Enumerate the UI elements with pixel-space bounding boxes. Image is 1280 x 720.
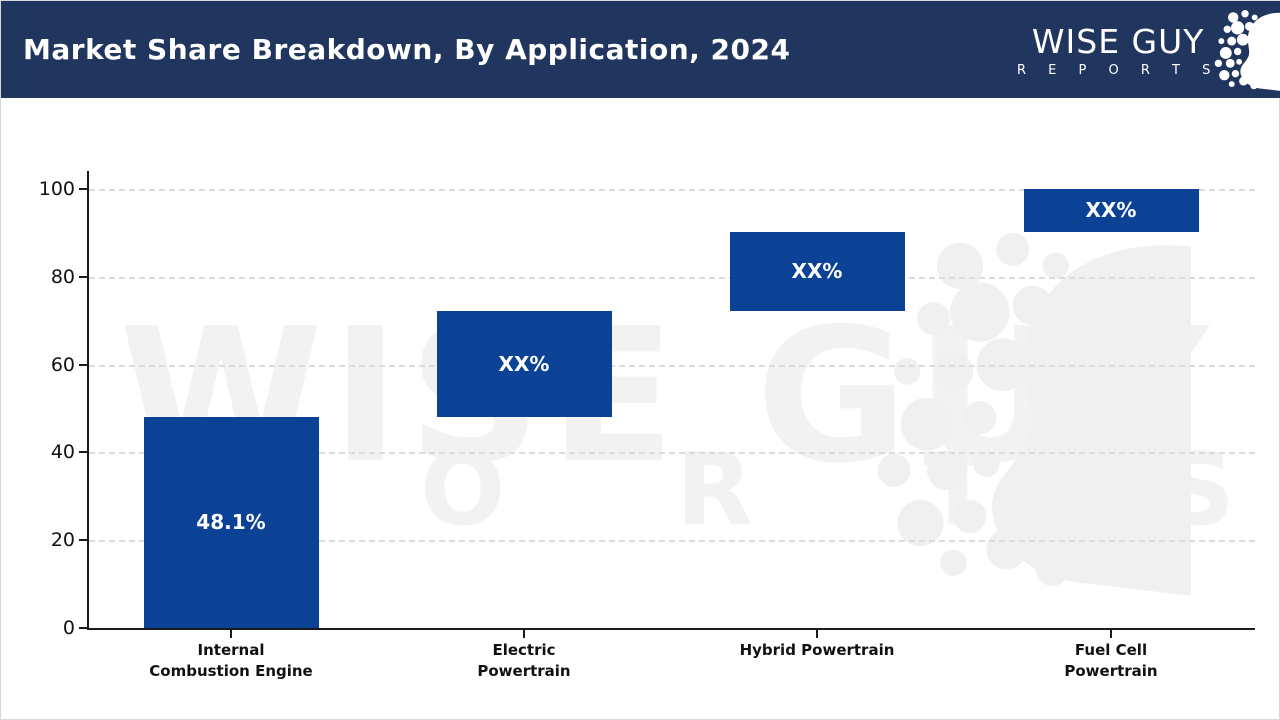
gridline-y-80 — [89, 276, 1255, 279]
gridline-y-100 — [89, 189, 1255, 191]
y-tick-label-0: 0 — [62, 617, 75, 639]
bar-value-label: 48.1% — [196, 510, 266, 535]
chart-title: Market Share Breakdown, By Application, … — [23, 33, 791, 66]
y-tick-label-40: 40 — [50, 441, 75, 464]
y-axis-line — [87, 171, 89, 629]
bar-segment-3: XX% — [729, 231, 905, 311]
category-label-2: Electric Powertrain — [477, 641, 571, 680]
category-label-4: Fuel Cell Powertrain — [1064, 641, 1158, 680]
x-tick-mark — [523, 630, 525, 638]
category-label-1: Internal Combustion Engine — [149, 641, 313, 680]
x-tick-mark — [816, 630, 818, 638]
y-tick-mark — [79, 363, 87, 366]
y-tick-label-60: 60 — [50, 353, 75, 376]
brand-logo: WISE GUY R E P O R T S — [1017, 7, 1280, 93]
x-axis-line — [87, 628, 1255, 630]
brand-logo-subtext: R E P O R T S — [1017, 63, 1220, 78]
bar-value-label: XX% — [1085, 198, 1137, 223]
y-tick-label-100: 100 — [38, 178, 75, 200]
y-tick-mark — [79, 188, 87, 190]
bar-segment-4: XX% — [1023, 189, 1199, 232]
bar-segment-2: XX% — [436, 310, 612, 417]
brand-logo-wordmark: WISE GUY — [1031, 22, 1205, 61]
y-tick-mark — [79, 539, 87, 542]
bar-value-label: XX% — [791, 259, 843, 284]
brand-head-profile-icon — [1215, 10, 1280, 91]
gridline-y-60 — [89, 364, 1255, 367]
x-tick-mark — [230, 630, 232, 638]
y-tick-label-80: 80 — [50, 265, 75, 288]
gridline-y-40 — [89, 452, 1255, 455]
x-tick-mark — [1110, 630, 1112, 638]
y-tick-label-20: 20 — [50, 529, 75, 552]
y-tick-mark — [79, 275, 87, 278]
header-bar: Market Share Breakdown, By Application, … — [1, 1, 1280, 98]
bar-value-label: XX% — [498, 351, 550, 376]
bar-segment-1: 48.1% — [143, 416, 319, 628]
category-label-3: Hybrid Powertrain — [739, 641, 895, 659]
watermark-head-profile-icon — [877, 232, 1191, 596]
y-tick-mark — [79, 451, 87, 454]
y-tick-mark — [79, 627, 87, 629]
gridline-y-20 — [89, 540, 1255, 543]
